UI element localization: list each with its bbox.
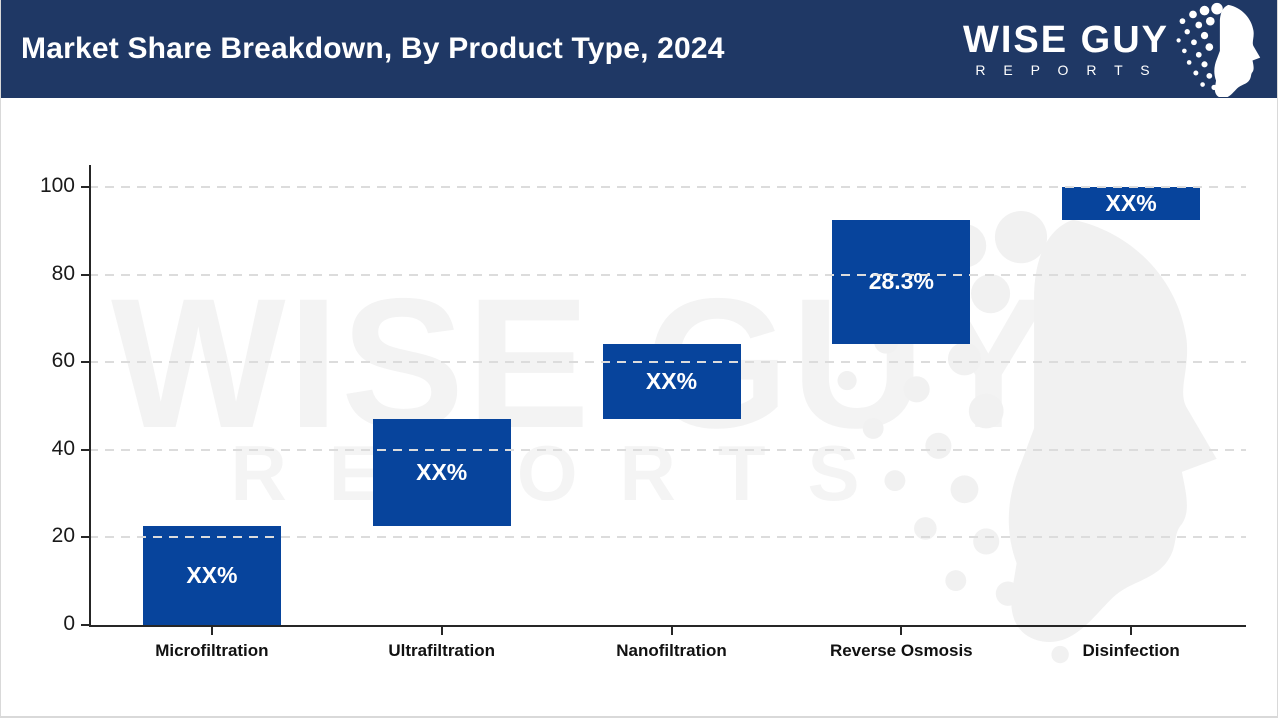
gridline-60 xyxy=(89,361,1246,364)
y-tick-label: 100 xyxy=(39,174,75,197)
x-tick-mark xyxy=(1130,627,1133,635)
bar-value-label: XX% xyxy=(645,367,698,394)
bar-reverse-osmosis: 28.3% xyxy=(832,219,971,344)
bar-disinfection: XX% xyxy=(1062,187,1201,220)
y-tick-mark xyxy=(81,624,89,626)
x-tick-label-disinfection: Disinfection xyxy=(1082,641,1180,660)
x-tick-mark xyxy=(670,627,673,635)
bar-microfiltration: XX% xyxy=(142,526,281,625)
bar-value-label: XX% xyxy=(1105,189,1157,216)
y-axis-line xyxy=(89,165,91,627)
y-tick-mark xyxy=(81,273,89,276)
watermark-subtitle: REPORTS xyxy=(230,429,902,517)
bar-value-label: XX% xyxy=(186,562,238,589)
x-axis-line xyxy=(89,625,1246,627)
header-bar: Market Share Breakdown, By Product Type,… xyxy=(1,0,1277,98)
x-tick-mark xyxy=(900,627,903,635)
x-tick-label-nanofiltration: Nanofiltration xyxy=(616,641,727,660)
bar-value-label: 28.3% xyxy=(868,268,934,295)
y-tick-label: 80 xyxy=(51,261,75,285)
x-tick-label-ultrafiltration: Ultrafiltration xyxy=(388,641,496,660)
logo-subtitle: R E P O R T S xyxy=(975,62,1157,78)
bar-ultrafiltration: XX% xyxy=(372,419,511,527)
y-tick-label: 0 xyxy=(63,612,75,635)
logo-wordmark: WISE GUY xyxy=(962,19,1169,61)
chart-area: WISE GUY REPORTS XX% XX% XX% 28.3% XX% 0 20 40… xyxy=(1,98,1279,718)
x-tick-label-reverse-osmosis: Reverse Osmosis xyxy=(829,641,973,660)
bar-nanofiltration: XX% xyxy=(602,343,741,420)
logo-text: WISE GUY R E P O R T S xyxy=(963,21,1169,77)
x-tick-label-microfiltration: Microfiltration xyxy=(155,641,269,660)
gridline-80 xyxy=(89,273,1246,276)
page-title: Market Share Breakdown, By Product Type,… xyxy=(21,32,725,65)
y-tick-mark xyxy=(81,536,89,539)
y-tick-mark xyxy=(81,361,89,364)
y-tick-mark xyxy=(81,186,89,188)
y-tick-label: 60 xyxy=(51,349,75,373)
y-tick-mark xyxy=(81,448,89,451)
x-tick-mark xyxy=(210,627,213,635)
gridline-100 xyxy=(89,186,1246,188)
wise-guy-logo: WISE GUY R E P O R T S xyxy=(963,1,1263,97)
y-tick-label: 20 xyxy=(51,524,75,548)
bar-value-label: XX% xyxy=(416,459,468,486)
gridline-40 xyxy=(89,448,1246,451)
dotted-head-icon xyxy=(1176,2,1261,97)
gridline-20 xyxy=(89,536,1246,539)
x-tick-mark xyxy=(440,627,443,635)
y-tick-label: 40 xyxy=(51,436,75,460)
